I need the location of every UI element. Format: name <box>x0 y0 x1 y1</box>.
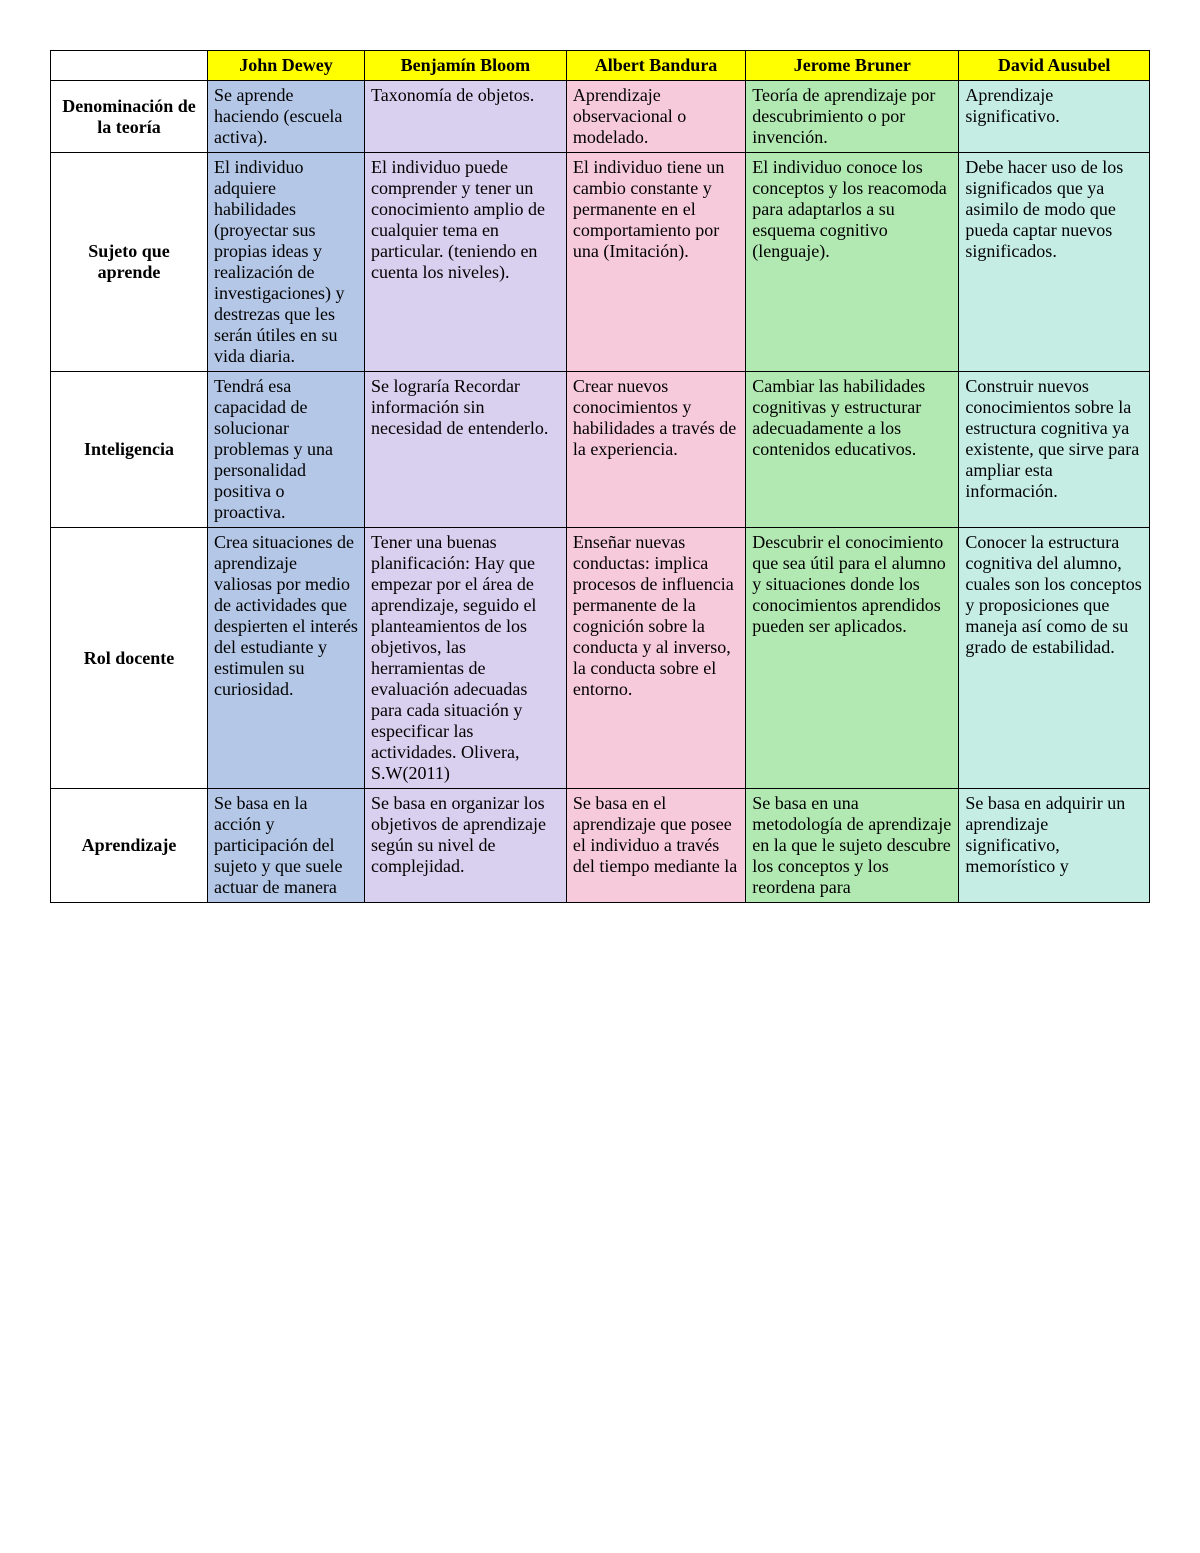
table-cell: Enseñar nuevas conductas: implica proces… <box>566 528 745 789</box>
table-cell: Descubrir el conocimiento que sea útil p… <box>746 528 959 789</box>
table-row: Sujeto que aprendeEl individuo adquiere … <box>51 153 1150 372</box>
table-cell: Tener una buenas planificación: Hay que … <box>365 528 567 789</box>
table-row: Denominación de la teoríaSe aprende haci… <box>51 81 1150 153</box>
table-cell: El individuo puede comprender y tener un… <box>365 153 567 372</box>
table-cell: Se basa en una metodología de aprendizaj… <box>746 789 959 903</box>
table-cell: Se basa en el aprendizaje que posee el i… <box>566 789 745 903</box>
table-cell: Se basa en la acción y participación del… <box>208 789 365 903</box>
table-cell: Crea situaciones de aprendizaje valiosas… <box>208 528 365 789</box>
table-cell: Se basa en adquirir un aprendizaje signi… <box>959 789 1150 903</box>
row-label: Sujeto que aprende <box>51 153 208 372</box>
table-cell: Teoría de aprendizaje por descubrimiento… <box>746 81 959 153</box>
table-cell: Tendrá esa capacidad de solucionar probl… <box>208 372 365 528</box>
table-cell: Debe hacer uso de los significados que y… <box>959 153 1150 372</box>
table-body: Denominación de la teoríaSe aprende haci… <box>51 81 1150 903</box>
row-label: Inteligencia <box>51 372 208 528</box>
header-col-4: Jerome Bruner <box>746 51 959 81</box>
row-label: Rol docente <box>51 528 208 789</box>
theories-table: John DeweyBenjamín BloomAlbert BanduraJe… <box>50 50 1150 903</box>
table-cell: Cambiar las habilidades cognitivas y est… <box>746 372 959 528</box>
table-cell: El individuo conoce los conceptos y los … <box>746 153 959 372</box>
table-cell: Conocer la estructura cognitiva del alum… <box>959 528 1150 789</box>
table-cell: Aprendizaje significativo. <box>959 81 1150 153</box>
table-cell: Construir nuevos conocimientos sobre la … <box>959 372 1150 528</box>
table-cell: El individuo tiene un cambio constante y… <box>566 153 745 372</box>
header-col-3: Albert Bandura <box>566 51 745 81</box>
table-cell: Taxonomía de objetos. <box>365 81 567 153</box>
row-label: Aprendizaje <box>51 789 208 903</box>
header-col-5: David Ausubel <box>959 51 1150 81</box>
table-header-row: John DeweyBenjamín BloomAlbert BanduraJe… <box>51 51 1150 81</box>
table-cell: Se lograría Recordar información sin nec… <box>365 372 567 528</box>
table-cell: Aprendizaje observacional o modelado. <box>566 81 745 153</box>
table-row: AprendizajeSe basa en la acción y partic… <box>51 789 1150 903</box>
table-cell: El individuo adquiere habilidades (proye… <box>208 153 365 372</box>
row-label: Denominación de la teoría <box>51 81 208 153</box>
table-cell: Se basa en organizar los objetivos de ap… <box>365 789 567 903</box>
header-blank <box>51 51 208 81</box>
table-cell: Crear nuevos conocimientos y habilidades… <box>566 372 745 528</box>
header-col-1: John Dewey <box>208 51 365 81</box>
table-row: Rol docenteCrea situaciones de aprendiza… <box>51 528 1150 789</box>
header-col-2: Benjamín Bloom <box>365 51 567 81</box>
table-row: InteligenciaTendrá esa capacidad de solu… <box>51 372 1150 528</box>
table-cell: Se aprende haciendo (escuela activa). <box>208 81 365 153</box>
